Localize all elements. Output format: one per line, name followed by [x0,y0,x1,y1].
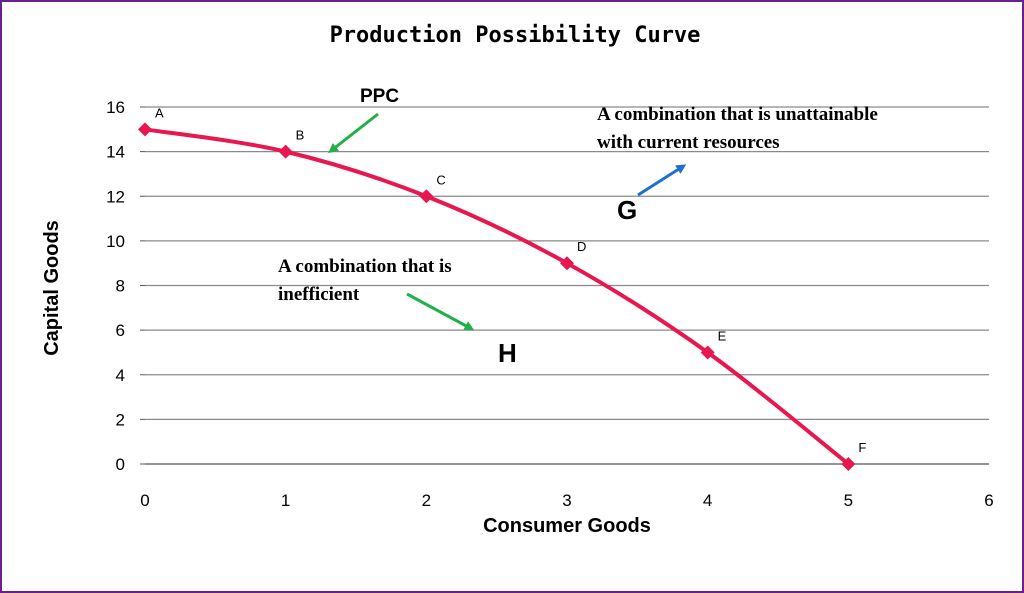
point-marker-b [278,144,293,159]
unattainable-arrow [637,164,687,197]
y-tick-label: 12 [106,187,125,206]
point-label-e: E [718,328,727,343]
unattainable-note-line1: A combination that is unattainable [597,104,878,125]
y-axis-ticks: 0 2 4 6 8 10 12 14 16 [106,98,125,474]
point-label-f: F [858,440,866,455]
point-h-label: H [498,338,517,368]
x-tick-label: 4 [703,491,712,510]
y-tick-label: 10 [106,232,125,251]
unattainable-note-line2: with current resources [597,132,780,153]
x-tick-label: 3 [562,491,571,510]
inefficient-arrow [406,292,475,331]
chart-title: Production Possibility Curve [330,23,701,48]
y-axis-label: Capital Goods [41,220,63,356]
point-label-c: C [436,172,445,187]
curve-points: A B C D E F [138,105,866,471]
x-tick-label: 2 [422,491,431,510]
inefficient-note-line2: inefficient [278,284,360,305]
inefficient-note-line1: A combination that is [278,256,452,277]
x-tick-label: 5 [844,491,853,510]
y-tick-label: 2 [116,410,125,429]
ppc-curve [144,127,850,466]
ppc-label: PPC [360,86,399,107]
ppc-arrow [328,112,379,154]
grid-lines [140,106,989,465]
x-tick-label: 1 [281,491,290,510]
x-tick-label: 6 [984,491,993,510]
point-g-label: G [617,195,637,225]
point-label-d: D [577,239,586,254]
x-tick-label: 0 [140,491,149,510]
point-marker-e [700,345,715,360]
point-marker-c [419,189,434,204]
y-tick-label: 8 [116,277,125,296]
y-tick-label: 6 [116,321,125,340]
point-label-b: B [296,128,305,143]
y-tick-label: 0 [116,455,125,474]
y-tick-label: 16 [106,98,125,117]
x-axis-label: Consumer Goods [483,515,651,537]
point-marker-f [841,457,856,471]
point-label-a: A [155,105,164,120]
y-tick-label: 14 [106,143,125,162]
x-axis-ticks: 0 1 2 3 4 5 6 [140,491,993,510]
point-marker-a [138,122,152,137]
y-tick-label: 4 [116,366,125,385]
point-marker-d [560,256,574,271]
